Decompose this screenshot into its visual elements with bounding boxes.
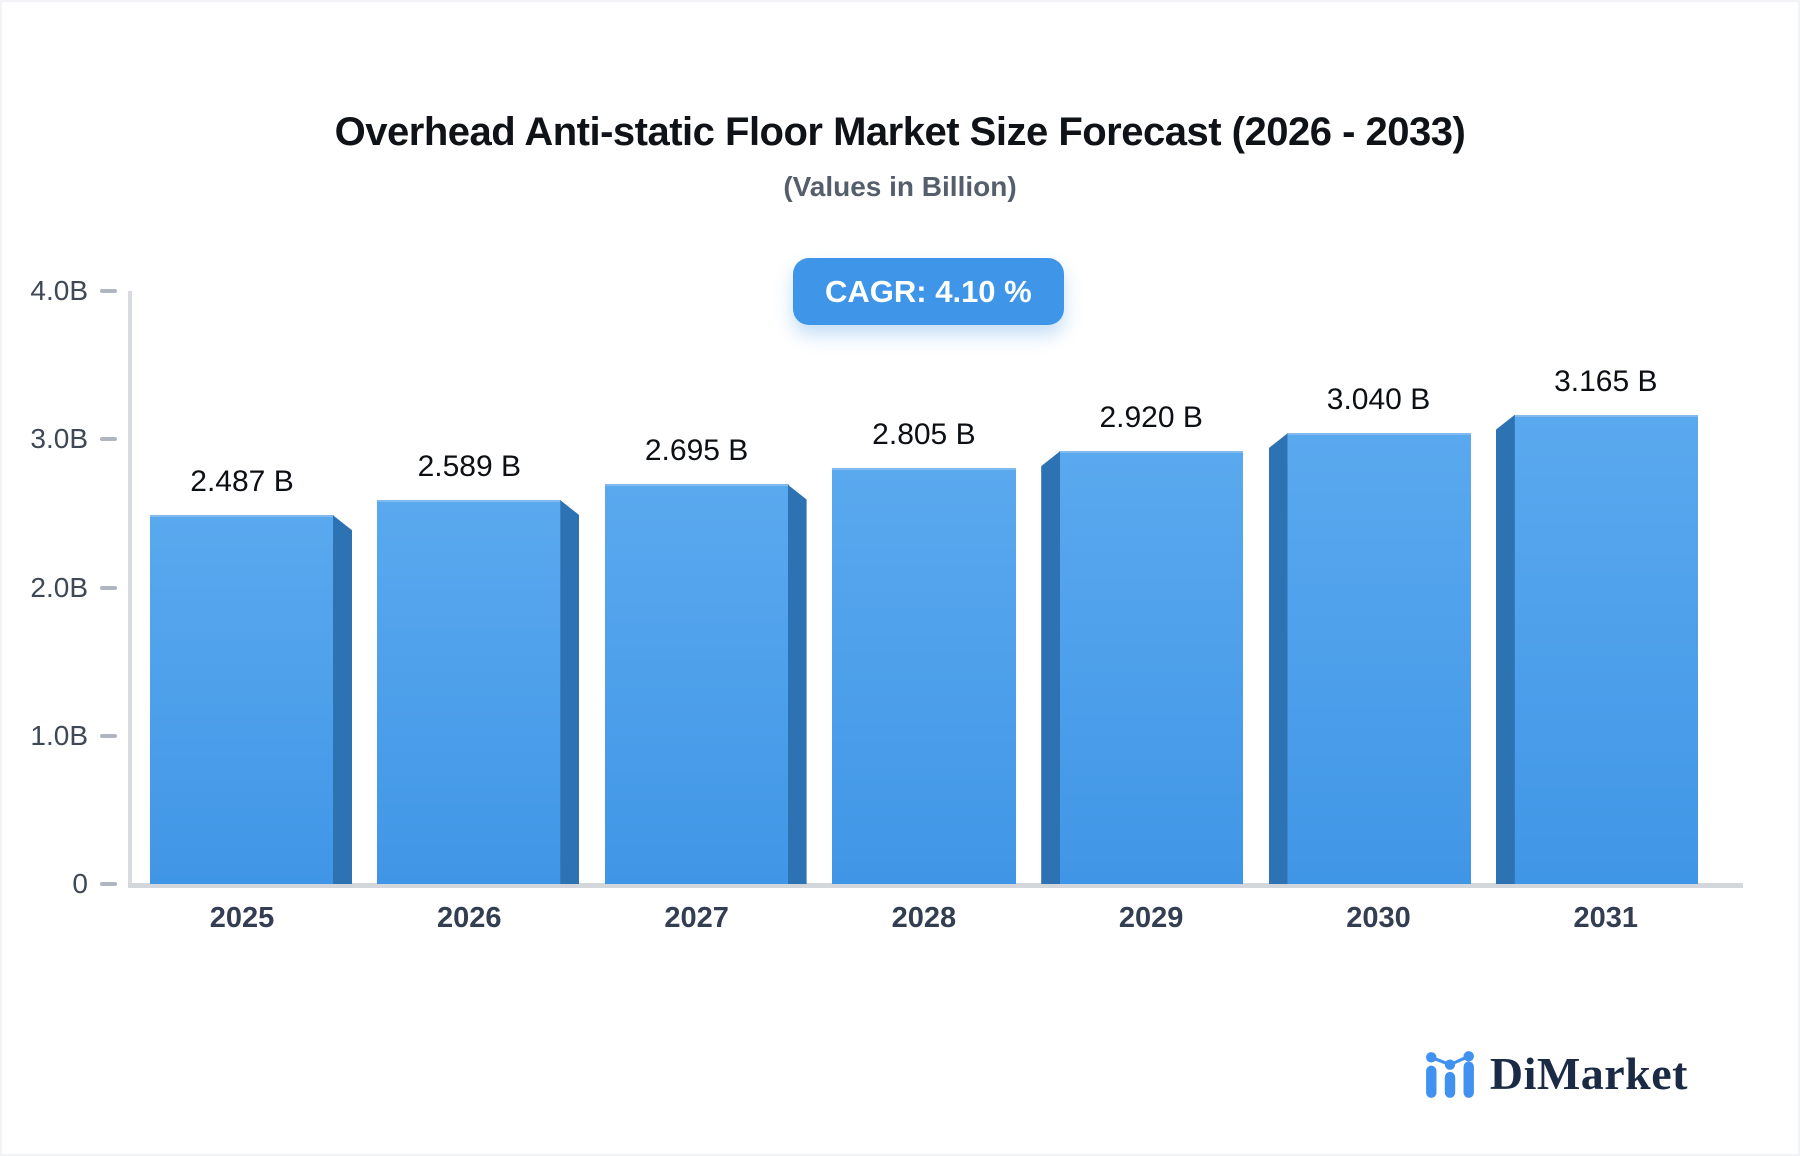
y-axis-tick-mark bbox=[100, 437, 117, 442]
bar-value-label: 2.695 B bbox=[644, 434, 749, 468]
bar-2030 bbox=[1286, 433, 1471, 884]
x-axis-label-2030: 2030 bbox=[1346, 902, 1411, 934]
y-axis-tick-label: 1.0B bbox=[30, 719, 88, 751]
y-axis-tick-label: 0 bbox=[72, 868, 88, 899]
y-axis-tick-mark bbox=[100, 289, 117, 293]
cagr-badge-label: CAGR: 4.10 % bbox=[825, 273, 1032, 309]
y-axis-tick-mark bbox=[100, 733, 117, 738]
y-axis-tick-mark bbox=[100, 882, 117, 886]
chart-title: Overhead Anti-static Floor Market Size F… bbox=[334, 110, 1466, 154]
y-axis-tick-label: 4.0B bbox=[30, 275, 88, 306]
y-axis-line bbox=[128, 291, 132, 887]
bar-value-label: 3.165 B bbox=[1554, 364, 1658, 398]
y-axis-tick-label: 2.0B bbox=[30, 571, 88, 603]
bar-2031 bbox=[1513, 414, 1698, 884]
bar-value-label: 3.040 B bbox=[1326, 383, 1431, 417]
bar-value-label: 2.920 B bbox=[1099, 401, 1203, 435]
chart-subtitle: (Values in Billion) bbox=[783, 171, 1017, 202]
x-axis-label-2026: 2026 bbox=[437, 902, 502, 934]
bar-side-face bbox=[1268, 433, 1288, 884]
bar-2025 bbox=[150, 515, 334, 884]
y-axis-tick-label: 3.0B bbox=[30, 423, 88, 455]
bar-value-label: 2.805 B bbox=[872, 418, 976, 452]
bar-2026 bbox=[377, 500, 562, 884]
cagr-badge: CAGR: 4.10 % bbox=[793, 258, 1064, 325]
x-axis-label-2025: 2025 bbox=[209, 902, 275, 934]
bar-2028 bbox=[831, 468, 1016, 884]
bar-side-face bbox=[333, 515, 352, 884]
y-axis-tick-mark bbox=[100, 585, 117, 590]
bar-side-face bbox=[560, 500, 580, 884]
bar-chart-logo-icon bbox=[1424, 1050, 1476, 1098]
x-axis-label-2031: 2031 bbox=[1573, 902, 1639, 934]
x-axis-baseline bbox=[128, 883, 1743, 888]
x-axis-label-2028: 2028 bbox=[891, 902, 957, 934]
bar-value-label: 2.487 B bbox=[190, 465, 294, 499]
brand-name: DiMarket bbox=[1489, 1048, 1688, 1099]
bar-2027 bbox=[604, 484, 789, 884]
x-axis-label-2027: 2027 bbox=[664, 902, 729, 934]
x-axis-label-2029: 2029 bbox=[1118, 902, 1184, 934]
bar-side-face bbox=[787, 484, 807, 884]
bar-value-label: 2.589 B bbox=[417, 450, 521, 484]
bar-2029 bbox=[1059, 451, 1244, 884]
brand-logo: DiMarket bbox=[1424, 1047, 1688, 1100]
bar-side-face bbox=[1495, 414, 1515, 884]
bar-side-face bbox=[1041, 451, 1061, 884]
